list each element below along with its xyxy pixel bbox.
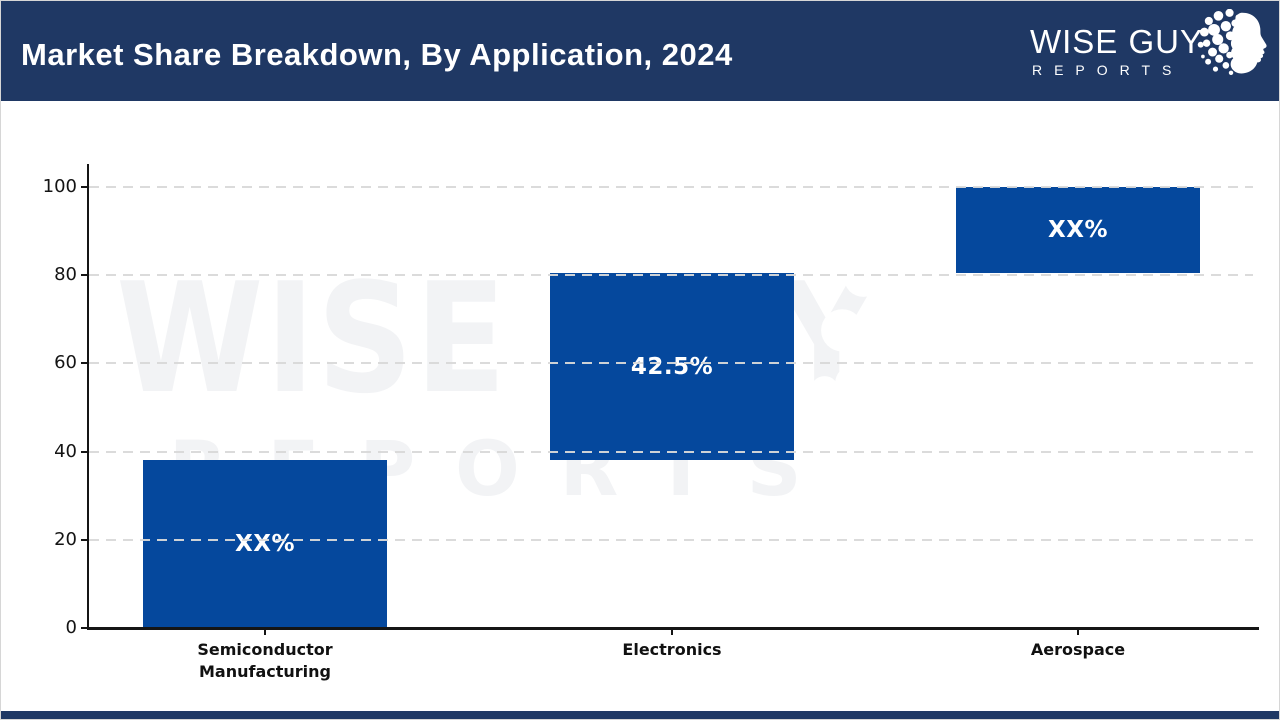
x-tick xyxy=(1077,628,1079,635)
bar: 42.5% xyxy=(550,272,794,461)
footer-bar xyxy=(1,711,1279,719)
grid-line xyxy=(89,450,1253,453)
bar: XX% xyxy=(956,187,1200,273)
y-tick-label: 80 xyxy=(54,264,77,286)
x-tick-label-line: Aerospace xyxy=(1030,640,1126,659)
y-tick xyxy=(81,362,88,365)
x-tick xyxy=(671,628,673,635)
x-tick xyxy=(264,628,266,635)
y-tick-label: 100 xyxy=(42,176,77,197)
x-tick-label-line: Semiconductor xyxy=(197,640,333,659)
bar-value-label: XX% xyxy=(234,531,295,558)
grid-line xyxy=(89,538,1253,541)
x-tick-label-line: Electronics xyxy=(622,640,722,659)
bar: XX% xyxy=(143,460,387,628)
grid-line xyxy=(89,274,1253,277)
brand-head-icon xyxy=(1197,9,1267,76)
header: Market Share Breakdown, By Application, … xyxy=(1,1,1279,101)
chart-title: Market Share Breakdown, By Application, … xyxy=(21,37,733,72)
brand-name: WISE GUY xyxy=(1029,23,1203,60)
x-tick-label: Electronics xyxy=(532,639,812,661)
y-tick-label: 60 xyxy=(54,352,77,374)
grid-line xyxy=(89,362,1253,365)
y-tick xyxy=(81,627,88,629)
x-tick-label: Aerospace xyxy=(938,639,1218,661)
bar-value-label: 42.5% xyxy=(630,353,714,380)
bar-value-label: XX% xyxy=(1047,216,1108,243)
grid-line xyxy=(89,186,1253,188)
x-tick-label-line: Manufacturing xyxy=(199,662,331,681)
y-tick xyxy=(81,186,88,188)
y-axis-spine xyxy=(87,164,89,630)
y-tick xyxy=(81,538,88,541)
y-tick-label: 40 xyxy=(54,440,77,462)
y-tick-label: 0 xyxy=(65,617,77,638)
brand-logo: WISE GUY REPORTS xyxy=(1030,9,1271,87)
y-tick xyxy=(81,274,88,277)
plot-area: XX% 42.5% XX% 0 20 40 60 80 100 Semiconductor Manu… xyxy=(1,101,1279,713)
x-tick-label: Semiconductor Manufacturing xyxy=(125,639,405,683)
y-tick xyxy=(81,450,88,453)
x-axis-spine xyxy=(87,627,1259,630)
y-tick-label: 20 xyxy=(54,528,77,550)
brand-subtitle: REPORTS xyxy=(1031,62,1184,78)
